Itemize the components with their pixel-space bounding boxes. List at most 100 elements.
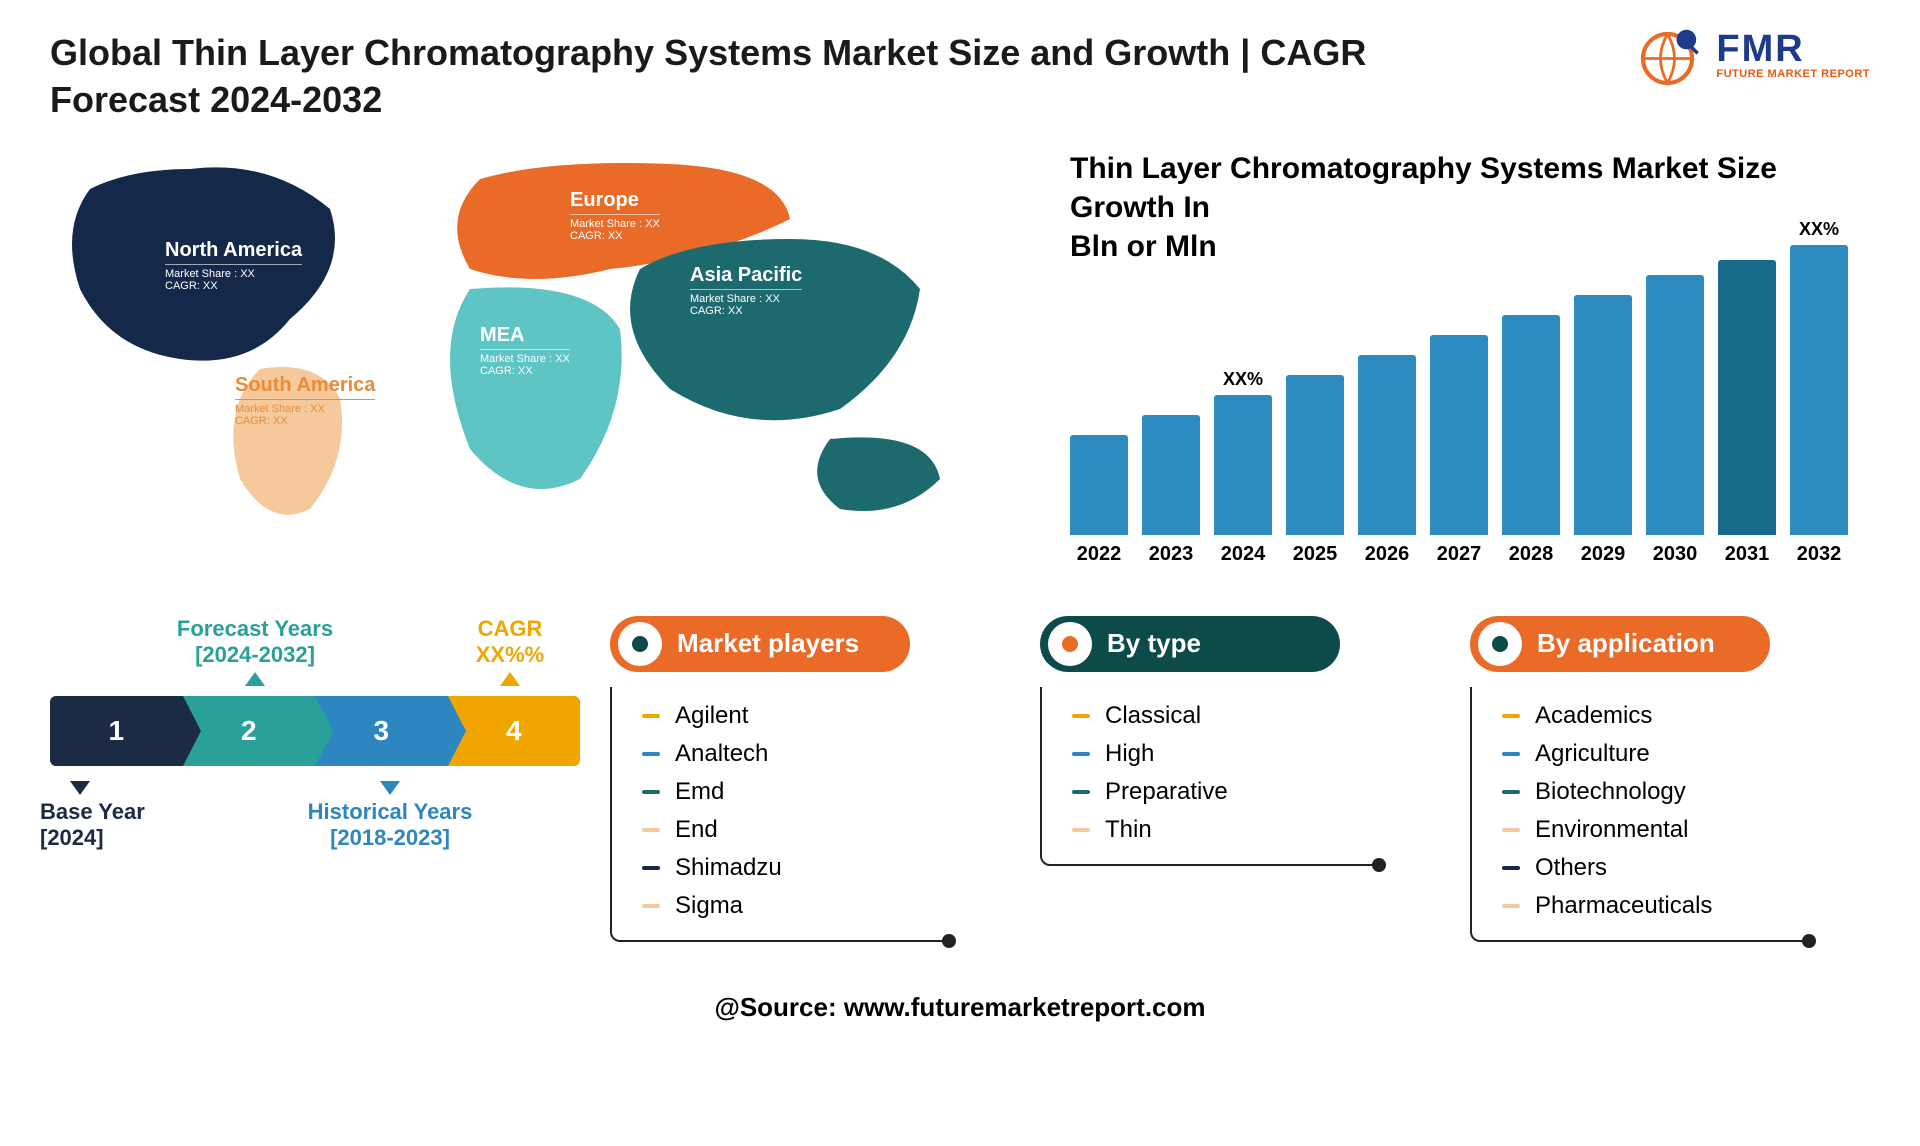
bar-col-2023: 2023 — [1142, 415, 1200, 566]
mea-share: Market Share : XX — [480, 353, 570, 365]
tick-icon — [642, 790, 660, 794]
bar-col-2032: XX%2032 — [1790, 245, 1848, 566]
tl-hist-text: Historical Years — [308, 799, 473, 824]
bar-col-2024: XX%2024 — [1214, 395, 1272, 566]
pill-list: Agilent AnaltechEmd End Shimadzu Sigma — [610, 687, 950, 942]
timeline-segment-1: 1 — [50, 696, 183, 766]
list-item-text: Preparative — [1105, 778, 1228, 806]
bar-col-2026: 2026 — [1358, 355, 1416, 566]
pill-dot-icon — [632, 636, 648, 652]
tick-icon — [1502, 790, 1520, 794]
pill-dot-icon — [1492, 636, 1508, 652]
list-item: High — [1072, 735, 1380, 773]
pill-title: By application — [1537, 628, 1715, 659]
arrow-down-icon — [380, 781, 400, 795]
tl-cagr-text: CAGR — [478, 616, 543, 641]
tick-icon — [1072, 790, 1090, 794]
arrow-down-icon — [70, 781, 90, 795]
timeline-bar: 1234 — [50, 696, 580, 766]
logo-text: FMR — [1716, 30, 1870, 68]
bar-year-label: 2031 — [1725, 543, 1770, 566]
bar — [1790, 245, 1848, 535]
pill-circle-icon — [1048, 622, 1092, 666]
list-item-text: Academics — [1535, 702, 1652, 730]
tick-icon — [1502, 828, 1520, 832]
list-item: Academics — [1502, 697, 1810, 735]
logo: FMR FUTURE MARKET REPORT — [1636, 20, 1870, 90]
tick-icon — [1502, 904, 1520, 908]
timeline-section: Forecast Years [2024-2032] CAGR XX%% 123… — [50, 616, 580, 766]
list-item-text: Sigma — [675, 892, 743, 920]
pill-by-type: By typeClassicalHighPreparativeThin — [1040, 616, 1440, 866]
label-south-america: South America Market Share : XXCAGR: XX — [235, 374, 375, 427]
bar-col-2027: 2027 — [1430, 335, 1488, 566]
list-item: Others — [1502, 849, 1810, 887]
bar-chart: 20222023XX%20242025202620272028202920302… — [1070, 276, 1870, 566]
timeline-segment-2: 2 — [183, 696, 316, 766]
sa-cagr: CAGR: XX — [235, 415, 288, 427]
bar-year-label: 2023 — [1149, 543, 1194, 566]
list-item: Agriculture — [1502, 735, 1810, 773]
logo-subtext: FUTURE MARKET REPORT — [1716, 68, 1870, 80]
tick-icon — [1072, 828, 1090, 832]
tl-forecast-text: Forecast Years — [177, 616, 333, 641]
list-item: Analtech — [642, 735, 950, 773]
list-item: Shimadzu — [642, 849, 950, 887]
list-item-text: Pharmaceuticals — [1535, 892, 1712, 920]
na-share: Market Share : XX — [165, 268, 255, 280]
bar-year-label: 2028 — [1509, 543, 1554, 566]
tick-icon — [1502, 866, 1520, 870]
tick-icon — [642, 714, 660, 718]
ap-cagr: CAGR: XX — [690, 305, 743, 317]
bar — [1358, 355, 1416, 535]
tl-label-historical: Historical Years [2018-2023] — [290, 781, 490, 851]
title-line-1: Global Thin Layer Chromatography Systems… — [50, 32, 1366, 73]
sa-share: Market Share : XX — [235, 403, 325, 415]
label-asia-pacific: Asia Pacific Market Share : XXCAGR: XX — [690, 264, 802, 317]
pill-circle-icon — [618, 622, 662, 666]
tick-icon — [642, 752, 660, 756]
list-item-text: Classical — [1105, 702, 1201, 730]
bar-col-2028: 2028 — [1502, 315, 1560, 566]
bar-chart-section: Thin Layer Chromatography Systems Market… — [1050, 149, 1870, 566]
pill-by-application: By application Academics Agriculture Biotec… — [1470, 616, 1870, 942]
list-item: Biotechnology — [1502, 773, 1810, 811]
ap-name: Asia Pacific — [690, 264, 802, 286]
arrow-up-icon — [245, 672, 265, 686]
bar — [1502, 315, 1560, 535]
list-item-text: End — [675, 816, 718, 844]
page-title: Global Thin Layer Chromatography Systems… — [50, 30, 1450, 124]
list-item: End — [642, 811, 950, 849]
pill-header: By application — [1470, 616, 1770, 672]
eu-name: Europe — [570, 189, 639, 211]
region-mea — [450, 287, 622, 489]
list-item-text: Thin — [1105, 816, 1152, 844]
tl-cagr-sub: XX%% — [476, 642, 544, 667]
bar-year-label: 2024 — [1221, 543, 1266, 566]
tick-icon — [642, 828, 660, 832]
tick-icon — [1502, 714, 1520, 718]
bar-year-label: 2025 — [1293, 543, 1338, 566]
bar — [1070, 435, 1128, 535]
timeline-segment-4: 4 — [448, 696, 581, 766]
bar-col-2029: 2029 — [1574, 295, 1632, 566]
bar-chart-title: Thin Layer Chromatography Systems Market… — [1070, 149, 1870, 266]
list-item: Emd — [642, 773, 950, 811]
bar-top-label: XX% — [1799, 219, 1839, 240]
tl-forecast-sub: [2024-2032] — [195, 642, 315, 667]
bar-top-label: XX% — [1223, 369, 1263, 390]
pill-market-players: Market playersAgilentAnaltechEmdEndShima… — [610, 616, 1010, 942]
list-item-text: Agilent — [675, 702, 748, 730]
tick-icon — [642, 866, 660, 870]
list-item: Sigma — [642, 887, 950, 925]
na-name: North America — [165, 239, 302, 261]
tl-label-base: Base Year [2024] — [40, 781, 180, 851]
label-europe: Europe Market Share : XXCAGR: XX — [570, 189, 660, 242]
bar-year-label: 2030 — [1653, 543, 1698, 566]
list-item: Classical — [1072, 697, 1380, 735]
list-item-text: Agriculture — [1535, 740, 1650, 768]
eu-cagr: CAGR: XX — [570, 230, 623, 242]
source-attribution: @Source: www.futuremarketreport.com — [50, 992, 1870, 1023]
list-item-text: Environmental — [1535, 816, 1688, 844]
list-item: Agilent — [642, 697, 950, 735]
